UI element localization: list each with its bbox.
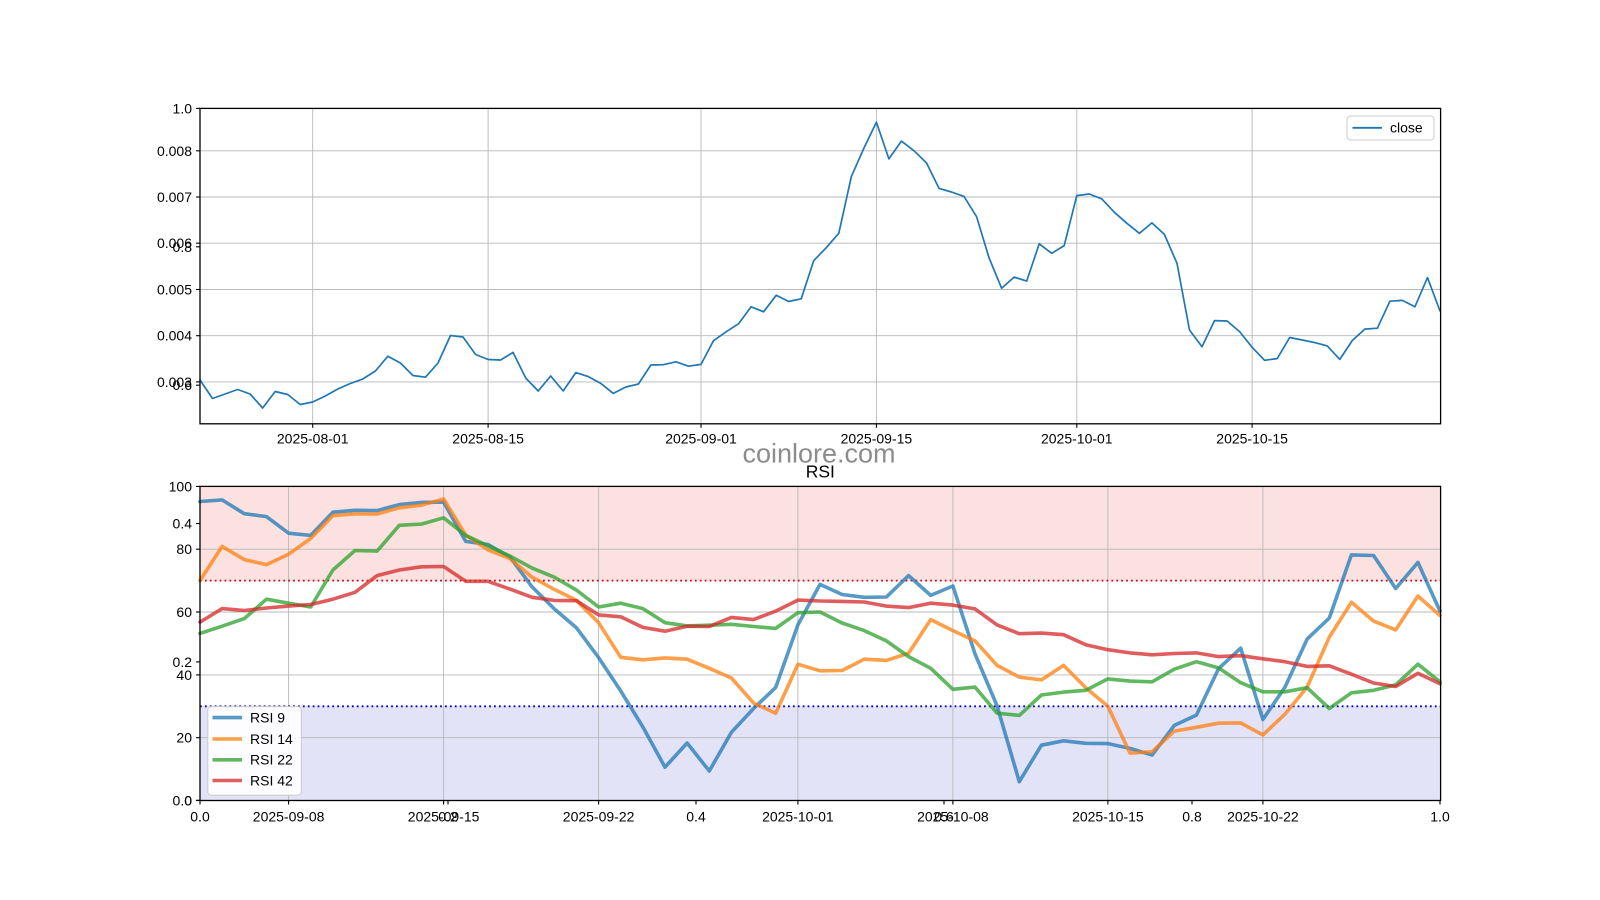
svg-text:2025-10-15: 2025-10-15 <box>1216 431 1288 447</box>
svg-text:60: 60 <box>176 604 192 620</box>
svg-text:0.4: 0.4 <box>173 516 193 532</box>
svg-text:2025-08-01: 2025-08-01 <box>277 431 349 447</box>
svg-text:2025-10-15: 2025-10-15 <box>1072 808 1144 824</box>
svg-text:2025-10-01: 2025-10-01 <box>1041 431 1113 447</box>
svg-text:40: 40 <box>176 667 192 683</box>
svg-text:2025-09-22: 2025-09-22 <box>563 808 635 824</box>
svg-text:2025-09-01: 2025-09-01 <box>665 431 737 447</box>
svg-text:0.007: 0.007 <box>157 189 192 205</box>
svg-text:2025-09-15: 2025-09-15 <box>408 808 480 824</box>
svg-text:0.8: 0.8 <box>173 239 193 255</box>
svg-text:2025-09-08: 2025-09-08 <box>253 808 325 824</box>
svg-text:2025-10-22: 2025-10-22 <box>1227 808 1299 824</box>
svg-text:RSI: RSI <box>806 462 835 482</box>
svg-text:2025-08-15: 2025-08-15 <box>452 431 524 447</box>
svg-text:20: 20 <box>176 730 192 746</box>
svg-text:2025-10-08: 2025-10-08 <box>917 808 989 824</box>
svg-text:RSI 9: RSI 9 <box>250 709 285 725</box>
svg-text:0.003: 0.003 <box>157 374 192 390</box>
svg-text:0.4: 0.4 <box>686 808 706 824</box>
svg-text:2025-09-15: 2025-09-15 <box>841 431 913 447</box>
svg-text:80: 80 <box>176 541 192 557</box>
svg-text:0.6: 0.6 <box>173 377 193 393</box>
svg-text:2025-10-01: 2025-10-01 <box>762 808 834 824</box>
svg-text:1.0: 1.0 <box>1430 808 1450 824</box>
svg-text:100: 100 <box>169 478 193 494</box>
svg-text:close: close <box>1390 120 1423 136</box>
svg-text:0.0: 0.0 <box>173 792 193 808</box>
svg-text:RSI 42: RSI 42 <box>250 772 293 788</box>
svg-text:0.6: 0.6 <box>934 808 954 824</box>
svg-text:0.2: 0.2 <box>173 654 193 670</box>
svg-text:coinlore.com: coinlore.com <box>742 439 895 469</box>
svg-text:1.0: 1.0 <box>173 100 193 116</box>
svg-text:0.0: 0.0 <box>190 808 210 824</box>
svg-text:0.005: 0.005 <box>157 282 192 298</box>
svg-text:0.2: 0.2 <box>438 808 458 824</box>
svg-text:0.008: 0.008 <box>157 143 192 159</box>
svg-text:0: 0 <box>184 793 192 809</box>
svg-text:RSI 22: RSI 22 <box>250 752 293 768</box>
svg-text:0.8: 0.8 <box>1182 808 1202 824</box>
svg-text:RSI 14: RSI 14 <box>250 731 293 747</box>
svg-text:0.004: 0.004 <box>157 328 192 344</box>
svg-text:0.006: 0.006 <box>157 235 192 251</box>
